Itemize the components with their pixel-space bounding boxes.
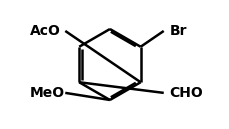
Text: MeO: MeO	[30, 86, 65, 100]
Text: CHO: CHO	[169, 86, 203, 100]
Text: Br: Br	[169, 24, 187, 38]
Text: AcO: AcO	[30, 24, 61, 38]
